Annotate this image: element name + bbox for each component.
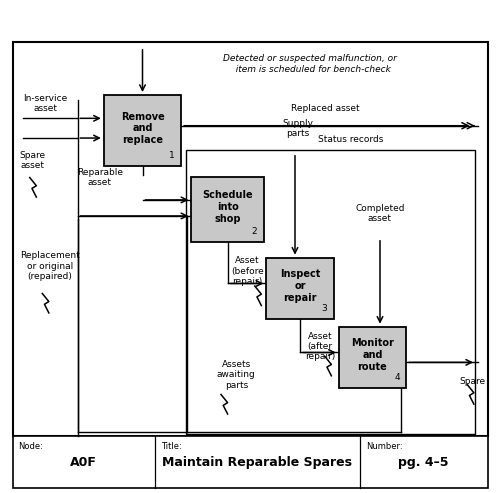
Bar [266,257,334,319]
Text: 4: 4 [394,373,400,383]
Bar [12,436,488,488]
Text: Maintain Reparable Spares: Maintain Reparable Spares [162,456,352,469]
Text: Monitor
and
route: Monitor and route [351,338,394,372]
Text: 3: 3 [322,304,327,314]
Text: A0F: A0F [70,456,97,469]
Bar [104,95,181,167]
Bar [12,42,488,436]
Text: In-service
asset: In-service asset [23,94,67,113]
Text: Completed
asset: Completed asset [355,204,405,223]
Bar [339,326,406,388]
Text: Supply
parts: Supply parts [282,119,313,138]
Text: Spare
asset: Spare asset [20,150,46,170]
Text: Inspect
or
repair: Inspect or repair [280,269,320,303]
Text: Title:: Title: [161,442,182,451]
Text: Replacement
or original
(repaired): Replacement or original (repaired) [20,251,80,281]
Text: Replaced asset: Replaced asset [290,105,360,113]
Bar [186,150,475,434]
Text: Reparable
asset: Reparable asset [77,168,123,187]
Text: Assets
awaiting
parts: Assets awaiting parts [217,360,256,389]
Text: Asset
(before
repair): Asset (before repair) [231,256,264,286]
Text: Node:: Node: [18,442,44,451]
Text: Remove
and
replace: Remove and replace [120,111,164,145]
Text: 2: 2 [252,227,257,236]
Text: pg. 4–5: pg. 4–5 [398,456,449,469]
Text: Spare: Spare [460,377,485,386]
Text: 1: 1 [169,151,175,161]
Bar [191,177,264,242]
Text: Number:: Number: [366,442,403,451]
Text: Detected or suspected malfunction, or
  item is scheduled for bench-check: Detected or suspected malfunction, or it… [223,54,397,73]
Text: Status records: Status records [318,136,384,144]
Text: Schedule
into
shop: Schedule into shop [202,190,253,224]
Text: Asset
(after
repair): Asset (after repair) [305,332,335,361]
